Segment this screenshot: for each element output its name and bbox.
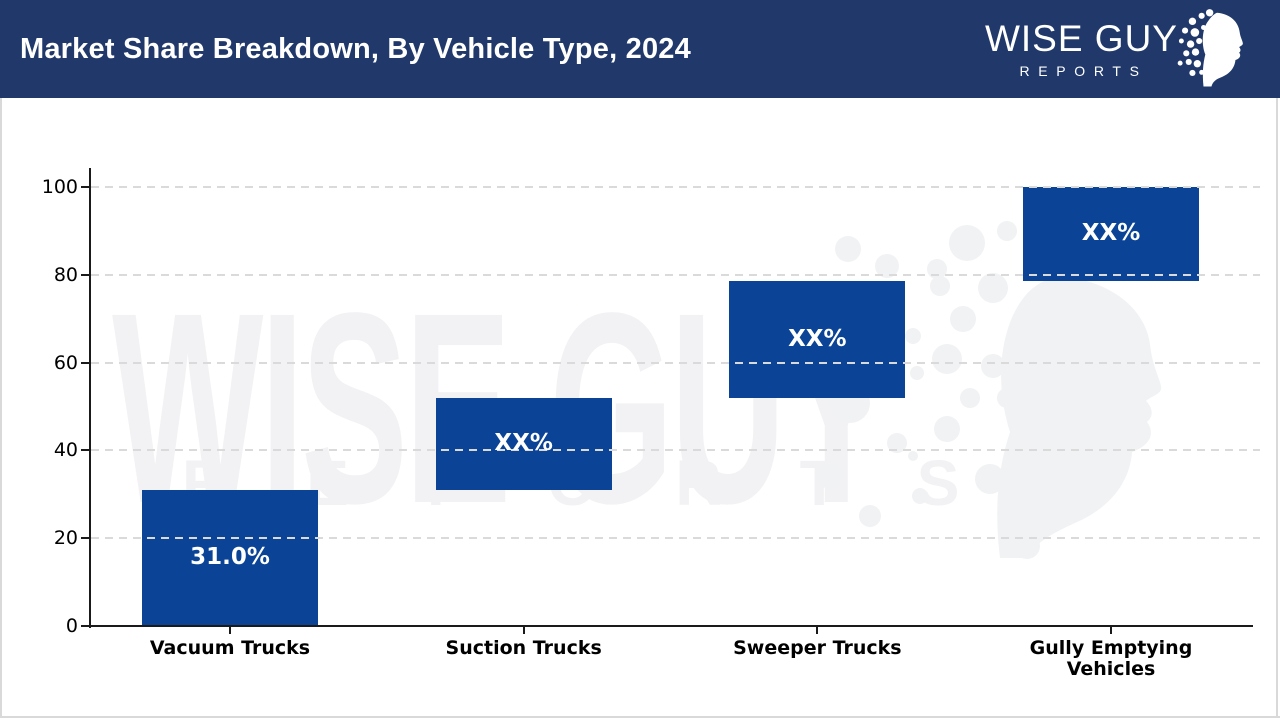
category-label: Sweeper Trucks (733, 637, 902, 659)
bar-value-label: XX% (788, 325, 847, 352)
x-tick-1 (522, 627, 525, 634)
frame-right-line (1276, 98, 1278, 718)
logo-subtext: REPORTS (1019, 63, 1148, 79)
bar-value-label: 31.0% (190, 543, 270, 570)
category-label: Suction Trucks (445, 637, 602, 659)
y-tick-40 (81, 449, 89, 452)
bar-segment (142, 489, 318, 626)
frame-left-line (0, 98, 2, 718)
bar-value-label: XX% (1081, 220, 1141, 247)
y-tick-60 (81, 361, 89, 364)
y-tick-label-40: 40 (53, 439, 78, 462)
y-axis-line (89, 168, 91, 628)
logo-head-icon (1177, 9, 1243, 87)
y-tick-label-0: 0 (65, 615, 78, 637)
gridline-20 (91, 537, 1260, 540)
y-tick-label-60: 60 (53, 351, 78, 374)
bar-segment (435, 397, 612, 490)
category-label: Vacuum Trucks (149, 637, 311, 659)
bar-segment (1023, 187, 1199, 282)
y-tick-label-20: 20 (53, 527, 78, 550)
x-tick-3 (1110, 627, 1112, 634)
y-tick-20 (81, 537, 89, 540)
gridline-100 (91, 186, 1260, 188)
x-axis-line (82, 625, 1253, 627)
y-tick-100 (81, 186, 89, 188)
logo-wordmark: WISE GUY (984, 18, 1178, 59)
brand-logo-text: WISE GUY REPORTS (985, 20, 1178, 78)
gridline-40 (91, 449, 1260, 452)
page-title: Market Share Breakdown, By Vehicle Type,… (20, 32, 691, 65)
brand-logo: WISE GUY REPORTS (985, 8, 1260, 90)
gridline-60 (91, 361, 1260, 364)
y-tick-80 (81, 273, 89, 276)
gridline-80 (91, 273, 1260, 276)
frame-bottom-line (0, 716, 1280, 718)
x-tick-0 (229, 627, 231, 634)
y-tick-label-100: 100 (41, 176, 78, 198)
bar-value-label: XX% (494, 429, 553, 456)
x-tick-2 (816, 627, 819, 634)
header: Market Share Breakdown, By Vehicle Type,… (0, 0, 1280, 98)
y-tick-label-80: 80 (53, 263, 78, 286)
category-label: Gully Emptying Vehicles (1029, 637, 1193, 680)
